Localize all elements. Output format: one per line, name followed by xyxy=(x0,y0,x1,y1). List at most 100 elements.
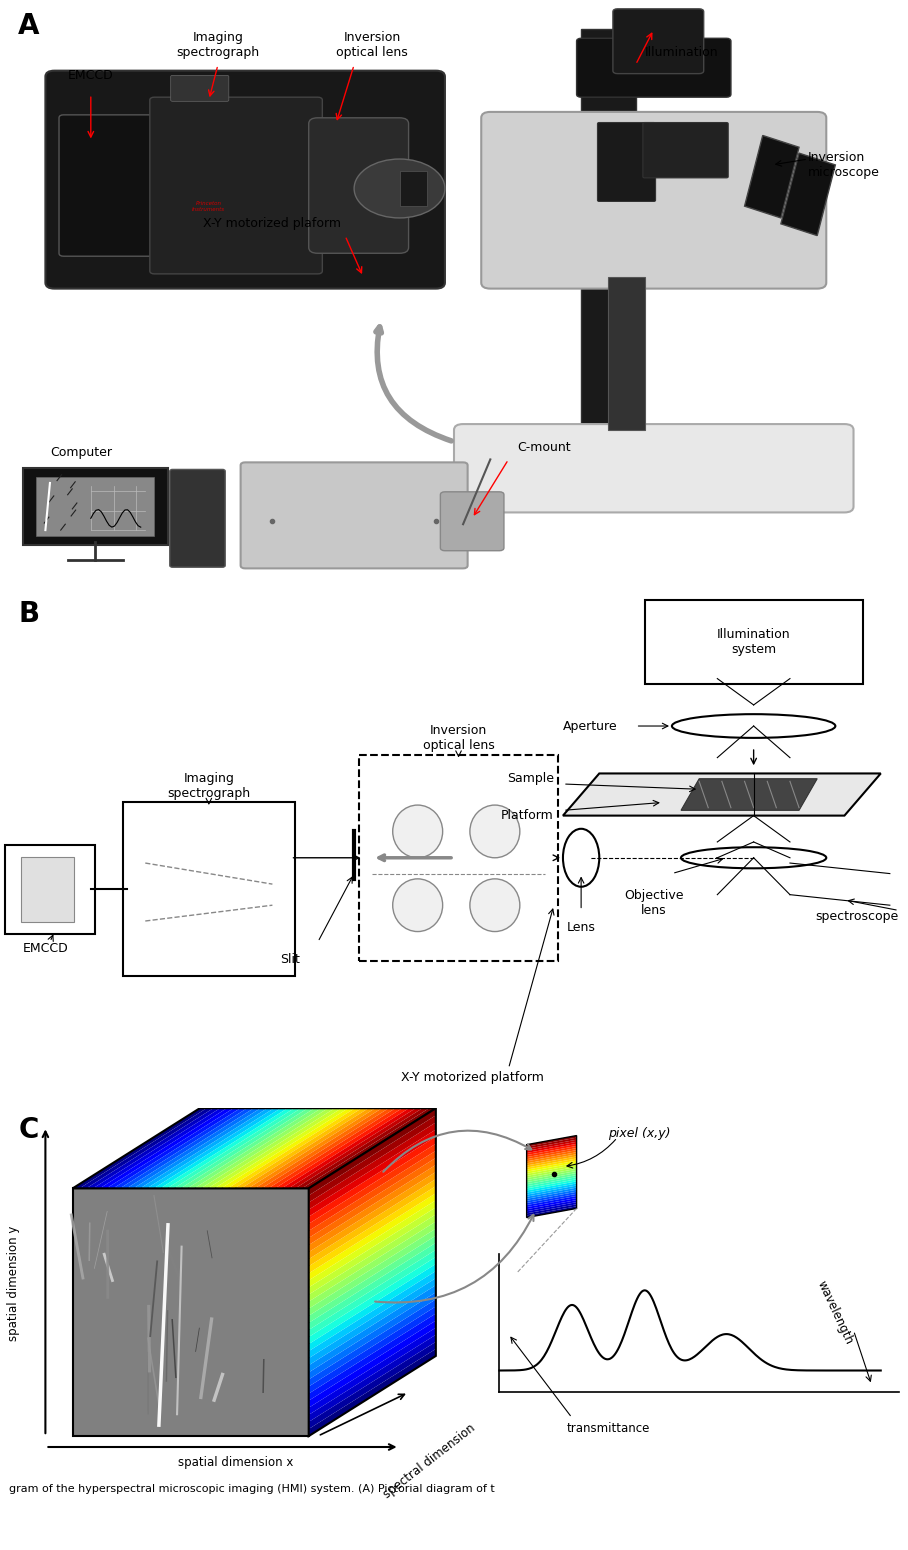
Polygon shape xyxy=(527,1164,577,1176)
Polygon shape xyxy=(527,1187,577,1198)
Polygon shape xyxy=(309,1166,436,1252)
Polygon shape xyxy=(309,1328,436,1415)
Ellipse shape xyxy=(681,848,826,868)
Polygon shape xyxy=(527,1186,577,1197)
Polygon shape xyxy=(527,1155,577,1166)
Text: Platform: Platform xyxy=(501,809,554,822)
Polygon shape xyxy=(527,1173,577,1184)
Text: Slit: Slit xyxy=(281,953,301,966)
Polygon shape xyxy=(309,1186,436,1273)
Polygon shape xyxy=(242,1108,375,1189)
Polygon shape xyxy=(527,1170,577,1183)
Text: Inversion
microscope: Inversion microscope xyxy=(808,150,880,178)
Text: spatial dimension x: spatial dimension x xyxy=(178,1455,294,1469)
Polygon shape xyxy=(527,1206,577,1218)
Polygon shape xyxy=(527,1138,577,1149)
Polygon shape xyxy=(309,1108,436,1195)
Polygon shape xyxy=(309,1144,436,1231)
Polygon shape xyxy=(527,1139,577,1152)
FancyBboxPatch shape xyxy=(581,29,636,501)
Text: Objective
lens: Objective lens xyxy=(624,890,684,918)
Polygon shape xyxy=(309,1172,436,1259)
Polygon shape xyxy=(309,1221,436,1308)
Polygon shape xyxy=(681,778,817,811)
Polygon shape xyxy=(563,773,881,815)
Polygon shape xyxy=(73,1189,309,1435)
Polygon shape xyxy=(255,1108,389,1189)
Text: wavelength: wavelength xyxy=(814,1279,856,1347)
Text: Illumination: Illumination xyxy=(645,46,718,59)
Ellipse shape xyxy=(672,715,835,738)
FancyBboxPatch shape xyxy=(481,112,826,288)
Text: A: A xyxy=(18,12,40,40)
FancyBboxPatch shape xyxy=(171,76,229,101)
Polygon shape xyxy=(208,1108,341,1189)
Polygon shape xyxy=(527,1197,577,1207)
Text: C: C xyxy=(18,1116,38,1144)
Polygon shape xyxy=(153,1108,288,1189)
Text: C-mount: C-mount xyxy=(518,440,571,454)
Polygon shape xyxy=(309,1279,436,1366)
Polygon shape xyxy=(309,1229,436,1316)
Polygon shape xyxy=(527,1204,577,1215)
Polygon shape xyxy=(527,1200,577,1211)
Polygon shape xyxy=(181,1108,314,1189)
FancyBboxPatch shape xyxy=(400,170,427,206)
Polygon shape xyxy=(527,1180,577,1190)
Text: Aperture: Aperture xyxy=(563,719,617,733)
Polygon shape xyxy=(309,1335,436,1421)
Polygon shape xyxy=(114,1108,247,1189)
Text: B: B xyxy=(18,600,39,628)
Text: X-Y motorized platform: X-Y motorized platform xyxy=(400,1071,544,1085)
Text: spectroscope: spectroscope xyxy=(815,910,899,924)
FancyBboxPatch shape xyxy=(643,122,728,178)
Ellipse shape xyxy=(393,804,443,857)
Text: Illumination
system: Illumination system xyxy=(716,628,791,656)
Ellipse shape xyxy=(470,804,520,857)
FancyBboxPatch shape xyxy=(645,600,863,684)
Polygon shape xyxy=(268,1108,402,1189)
Polygon shape xyxy=(126,1108,261,1189)
Text: gram of the hyperspectral microscopic imaging (HMI) system. (A) Pictorial diagra: gram of the hyperspectral microscopic im… xyxy=(9,1485,495,1494)
FancyBboxPatch shape xyxy=(613,9,704,73)
Polygon shape xyxy=(167,1108,301,1189)
Polygon shape xyxy=(527,1169,577,1180)
Polygon shape xyxy=(527,1203,577,1214)
Polygon shape xyxy=(527,1175,577,1186)
Polygon shape xyxy=(79,1108,213,1189)
Polygon shape xyxy=(140,1108,274,1189)
Polygon shape xyxy=(309,1271,436,1358)
Polygon shape xyxy=(234,1108,369,1189)
Polygon shape xyxy=(309,1285,436,1372)
Polygon shape xyxy=(527,1162,577,1173)
Polygon shape xyxy=(309,1321,436,1407)
FancyBboxPatch shape xyxy=(123,803,295,976)
Polygon shape xyxy=(73,1108,206,1189)
Polygon shape xyxy=(309,1200,436,1288)
Polygon shape xyxy=(309,1243,436,1330)
Polygon shape xyxy=(100,1108,233,1189)
Text: pixel (x,y): pixel (x,y) xyxy=(608,1127,671,1141)
Polygon shape xyxy=(201,1108,335,1189)
FancyBboxPatch shape xyxy=(36,477,154,536)
Polygon shape xyxy=(527,1145,577,1158)
Ellipse shape xyxy=(393,879,443,932)
Polygon shape xyxy=(161,1108,294,1189)
Ellipse shape xyxy=(470,879,520,932)
FancyBboxPatch shape xyxy=(21,857,74,922)
FancyBboxPatch shape xyxy=(241,462,468,569)
Polygon shape xyxy=(527,1190,577,1201)
Polygon shape xyxy=(309,1249,436,1338)
Ellipse shape xyxy=(563,829,599,887)
Polygon shape xyxy=(527,1198,577,1209)
Polygon shape xyxy=(309,1136,436,1224)
Polygon shape xyxy=(527,1144,577,1155)
Polygon shape xyxy=(221,1108,355,1189)
Polygon shape xyxy=(275,1108,409,1189)
FancyBboxPatch shape xyxy=(577,39,731,98)
FancyBboxPatch shape xyxy=(309,118,409,253)
Polygon shape xyxy=(106,1108,241,1189)
Polygon shape xyxy=(173,1108,308,1189)
Polygon shape xyxy=(302,1108,436,1189)
Text: Imaging
spectrograph: Imaging spectrograph xyxy=(176,31,260,59)
